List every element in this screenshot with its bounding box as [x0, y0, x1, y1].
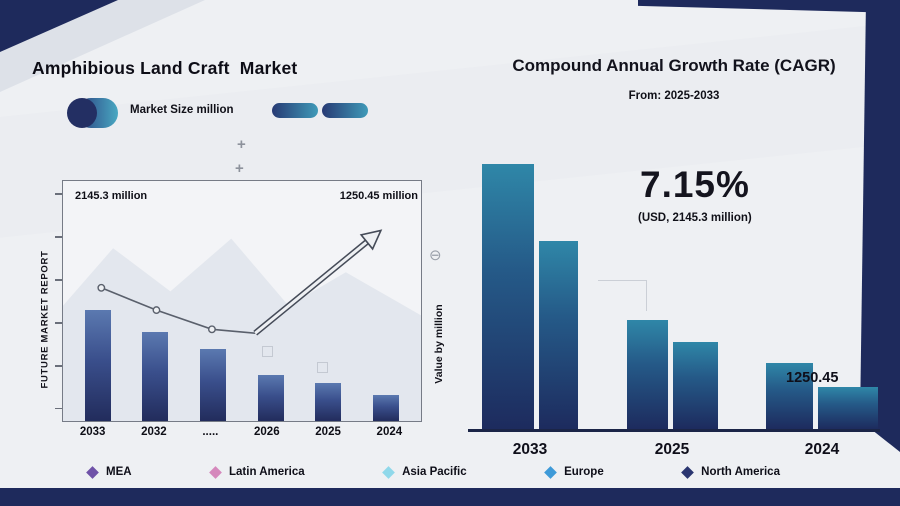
bar-pair	[766, 363, 878, 429]
bar-pair	[626, 320, 718, 429]
market-size-icon	[67, 98, 118, 128]
square-decor	[262, 346, 273, 357]
trend-marker	[152, 306, 161, 315]
annotation-2024-value: 1250.45 million	[339, 190, 418, 202]
legend-diamond-icon	[681, 465, 695, 479]
plus-icon: +	[237, 136, 246, 153]
market-size-label: Market Size million	[130, 104, 234, 116]
legend-item: Asia Pacific	[382, 465, 467, 479]
right-axis-baseline	[468, 429, 880, 432]
left-bar	[373, 395, 400, 421]
legend-label: MEA	[106, 466, 132, 478]
left-chart-title: Amphibious Land Craft Market	[32, 58, 298, 78]
right-bar	[626, 320, 668, 429]
legend-item: MEA	[86, 465, 132, 479]
footer-legend: MEA Latin America Asia Pacific Europe North …	[86, 465, 780, 479]
value-axis-label: Value by million	[433, 304, 445, 384]
circle-minus-icon: ⊖	[429, 247, 442, 264]
trend-svg	[97, 229, 383, 336]
bar-group: 2024	[766, 363, 878, 459]
left-x-labels: 2033 2032..... 2026 2025 2024	[62, 426, 420, 438]
left-x-label: 2025	[315, 426, 341, 438]
left-bars	[69, 296, 415, 421]
legend-label: Latin America	[229, 466, 305, 478]
side-watermark: FUTURE MARKET REPORT	[39, 250, 51, 389]
cagr-detail: (USD, 2145.3 million)	[638, 212, 752, 224]
legend-item: North America	[681, 465, 780, 479]
left-bar	[84, 310, 111, 421]
trend-arrow-shaft	[254, 239, 370, 335]
right-bar	[482, 164, 534, 429]
left-chart-panel: 2145.3 million 1250.45 million	[55, 180, 422, 422]
pill-decor-1	[272, 103, 318, 118]
legend-diamond-icon	[86, 465, 99, 479]
legend-diamond-icon	[209, 465, 222, 479]
trend-marker	[208, 325, 216, 334]
square-decor	[317, 362, 328, 373]
right-bar	[672, 342, 718, 429]
legend-label: North America	[701, 466, 780, 478]
right-bar	[766, 363, 813, 429]
right-groups: 2033 2025 2024	[482, 164, 878, 459]
right-x-label: 2033	[512, 441, 548, 458]
pill-decor-2	[322, 103, 368, 118]
left-bar	[200, 349, 227, 421]
bottom-strip-decor	[0, 488, 900, 506]
right-chart-title: Compound Annual Growth Rate (CAGR)	[512, 56, 836, 75]
annotation-2033-value: 2145.3 million	[75, 190, 148, 202]
right-annotation-1250: 1250.45	[786, 370, 839, 386]
right-x-label: 2024	[804, 441, 840, 458]
left-bar	[257, 375, 284, 421]
legend-label: Asia Pacific	[402, 466, 467, 478]
left-x-label: .....	[202, 426, 219, 438]
legend-diamond-icon	[382, 465, 395, 479]
axis-ticks	[55, 193, 62, 409]
right-bar	[539, 241, 578, 429]
trend-arrow-head	[359, 229, 383, 251]
left-x-label: 2032	[141, 426, 167, 438]
left-x-label: 2033	[79, 426, 106, 438]
left-bar	[142, 332, 169, 421]
bar-pair	[482, 164, 578, 429]
legend-label: Europe	[564, 466, 604, 478]
top-right-wedge-decor	[638, 0, 900, 13]
left-x-label: 2026	[254, 426, 280, 438]
legend-item: Latin America	[209, 465, 305, 479]
trend-marker	[97, 283, 106, 292]
cagr-value: 7.15%	[640, 164, 750, 205]
right-bar	[818, 387, 878, 429]
bar-group: 2025	[626, 320, 718, 459]
right-x-label: 2025	[654, 441, 690, 458]
left-bar	[315, 383, 342, 421]
bar-group: 2033	[482, 164, 578, 459]
legend-item: Europe	[544, 465, 604, 479]
plus-icon: +	[235, 160, 244, 177]
left-x-label: 2024	[376, 426, 403, 438]
legend-diamond-icon	[544, 465, 557, 479]
trend-line	[101, 287, 256, 334]
right-chart-subtitle: From: 2025-2033	[628, 90, 720, 102]
right-band-decor	[860, 0, 900, 452]
step-decor	[598, 280, 647, 311]
